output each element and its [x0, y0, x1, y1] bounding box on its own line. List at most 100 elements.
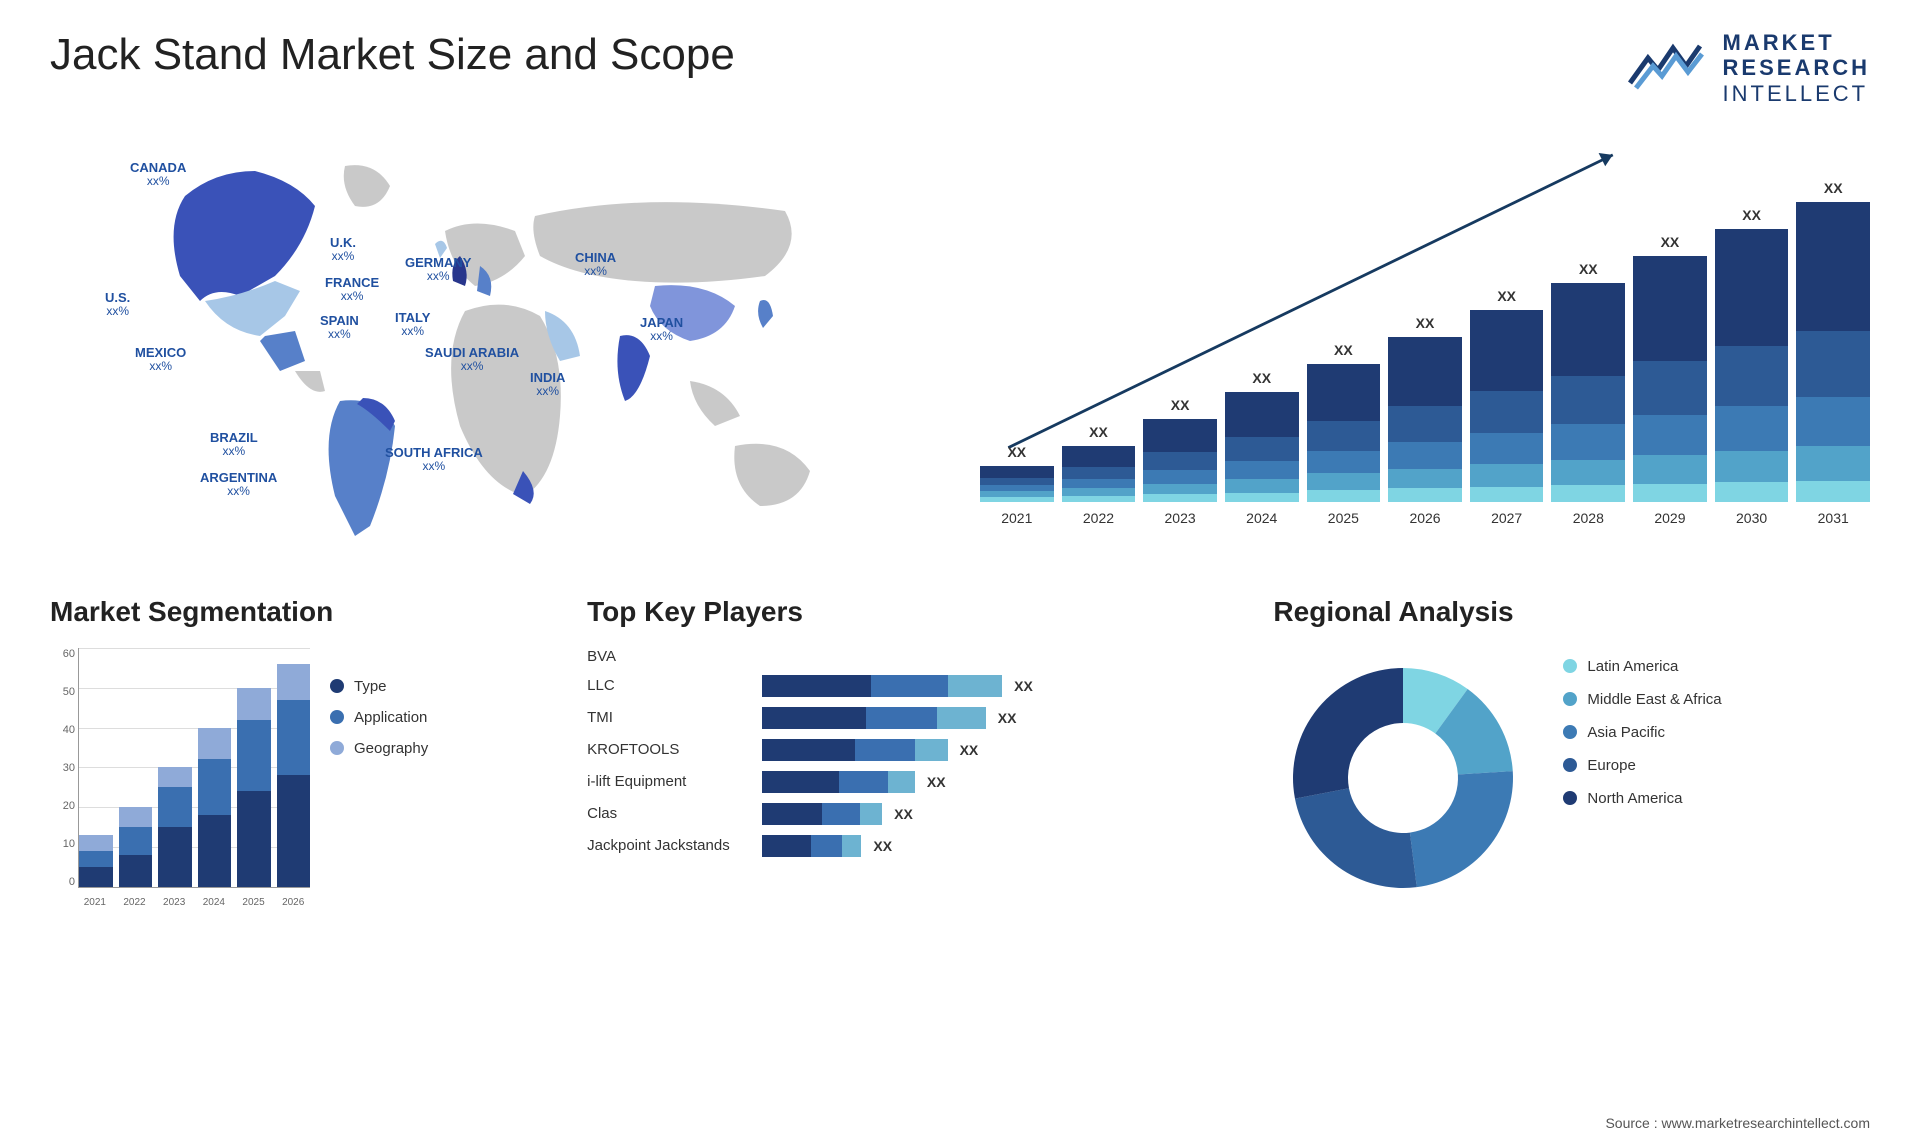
growth-bar-value: XX — [1824, 180, 1843, 196]
legend-item: Middle East & Africa — [1563, 691, 1721, 708]
legend-item: Type — [330, 678, 428, 695]
growth-bar-value: XX — [1007, 444, 1026, 460]
segmentation-bar — [277, 648, 311, 887]
page-title: Jack Stand Market Size and Scope — [50, 30, 735, 80]
growth-bar-value: XX — [1089, 424, 1108, 440]
growth-bar-year: 2024 — [1246, 510, 1277, 526]
player-name: KROFTOOLS — [587, 741, 747, 758]
map-label: MEXICOxx% — [135, 346, 186, 373]
legend-item: Geography — [330, 740, 428, 757]
growth-bar: XX 2022 — [1062, 424, 1136, 526]
growth-bar-year: 2027 — [1491, 510, 1522, 526]
legend-item: Asia Pacific — [1563, 724, 1721, 741]
growth-bar-year: 2026 — [1409, 510, 1440, 526]
map-label: INDIAxx% — [530, 371, 565, 398]
map-label: SOUTH AFRICAxx% — [385, 446, 483, 473]
legend-item: Application — [330, 709, 428, 726]
map-label: ITALYxx% — [395, 311, 430, 338]
segmentation-panel: Market Segmentation 0102030405060 202120… — [50, 596, 547, 908]
growth-bar: XX 2027 — [1470, 288, 1544, 526]
map-label: CANADAxx% — [130, 161, 186, 188]
players-title: Top Key Players — [587, 596, 1233, 628]
player-value: XX — [894, 806, 913, 822]
player-row: KROFTOOLS XX — [587, 739, 1233, 761]
player-value: XX — [927, 774, 946, 790]
player-name: i-lift Equipment — [587, 773, 747, 790]
donut-slice — [1410, 771, 1513, 887]
growth-bar: XX 2021 — [980, 444, 1054, 526]
player-row: Jackpoint Jackstands XX — [587, 835, 1233, 857]
player-row: TMI XX — [587, 707, 1233, 729]
growth-bar: XX 2026 — [1388, 315, 1462, 526]
map-label: GERMANYxx% — [405, 256, 471, 283]
growth-bar: XX 2024 — [1225, 370, 1299, 526]
growth-bar-value: XX — [1416, 315, 1435, 331]
growth-bar-value: XX — [1252, 370, 1271, 386]
growth-bar: XX 2025 — [1307, 342, 1381, 526]
player-name: Jackpoint Jackstands — [587, 837, 747, 854]
player-row: i-lift Equipment XX — [587, 771, 1233, 793]
segmentation-bar — [237, 648, 271, 887]
player-row: Clas XX — [587, 803, 1233, 825]
logo-text: MARKET RESEARCH INTELLECT — [1723, 30, 1870, 106]
map-label: CHINAxx% — [575, 251, 616, 278]
growth-bar: XX 2023 — [1143, 397, 1217, 526]
player-name: TMI — [587, 709, 747, 726]
map-label: U.K.xx% — [330, 236, 356, 263]
player-name: BVA — [587, 648, 747, 665]
legend-item: Europe — [1563, 757, 1721, 774]
growth-bar-value: XX — [1742, 207, 1761, 223]
legend-item: Latin America — [1563, 658, 1721, 675]
player-row: BVA — [587, 648, 1233, 665]
segmentation-title: Market Segmentation — [50, 596, 547, 628]
growth-bar-year: 2028 — [1573, 510, 1604, 526]
source-credit: Source : www.marketresearchintellect.com — [1605, 1115, 1870, 1131]
player-value: XX — [998, 710, 1017, 726]
segmentation-bar — [158, 648, 192, 887]
growth-bar-year: 2031 — [1818, 510, 1849, 526]
growth-bar-value: XX — [1579, 261, 1598, 277]
segmentation-legend: Type Application Geography — [330, 648, 428, 908]
growth-bar: XX 2029 — [1633, 234, 1707, 526]
map-label: JAPANxx% — [640, 316, 683, 343]
growth-bar: XX 2028 — [1551, 261, 1625, 526]
map-label: ARGENTINAxx% — [200, 471, 277, 498]
player-name: Clas — [587, 805, 747, 822]
map-label: BRAZILxx% — [210, 431, 258, 458]
donut-slice — [1293, 668, 1403, 799]
segmentation-bar — [198, 648, 232, 887]
segmentation-bar — [119, 648, 153, 887]
growth-bar-year: 2023 — [1165, 510, 1196, 526]
growth-bar-value: XX — [1334, 342, 1353, 358]
player-name: LLC — [587, 677, 747, 694]
map-label: U.S.xx% — [105, 291, 130, 318]
player-row: LLC XX — [587, 675, 1233, 697]
growth-bar-value: XX — [1171, 397, 1190, 413]
segmentation-chart: 0102030405060 202120222023202420252026 — [50, 648, 310, 908]
donut-slice — [1295, 788, 1417, 888]
growth-bar-year: 2029 — [1654, 510, 1685, 526]
growth-bar: XX 2031 — [1796, 180, 1870, 526]
logo-mountain-icon — [1628, 38, 1708, 98]
region-panel: Regional Analysis Latin America Middle Ea… — [1273, 596, 1870, 908]
players-list: BVALLCXXTMIXXKROFTOOLSXXi-lift Equipment… — [587, 648, 1233, 857]
map-label: SPAINxx% — [320, 314, 359, 341]
growth-bar-year: 2022 — [1083, 510, 1114, 526]
map-label: FRANCExx% — [325, 276, 379, 303]
growth-bar: XX 2030 — [1715, 207, 1789, 526]
growth-bar-year: 2021 — [1001, 510, 1032, 526]
player-value: XX — [873, 838, 892, 854]
region-title: Regional Analysis — [1273, 596, 1870, 628]
growth-bar-value: XX — [1497, 288, 1516, 304]
map-label: SAUDI ARABIAxx% — [425, 346, 519, 373]
player-value: XX — [960, 742, 979, 758]
growth-bar-value: XX — [1661, 234, 1680, 250]
world-map-panel: CANADAxx% U.S.xx% MEXICOxx% BRAZILxx% ARGENT… — [50, 136, 940, 556]
region-donut-chart — [1273, 648, 1533, 908]
growth-bar-chart: XX 2021 XX 2022 XX 2023 XX 2024 XX 2025 XX 2026 XX 20… — [980, 136, 1870, 556]
growth-bar-year: 2025 — [1328, 510, 1359, 526]
growth-bar-year: 2030 — [1736, 510, 1767, 526]
player-value: XX — [1014, 678, 1033, 694]
region-legend: Latin America Middle East & Africa Asia Pa… — [1563, 648, 1721, 908]
legend-item: North America — [1563, 790, 1721, 807]
